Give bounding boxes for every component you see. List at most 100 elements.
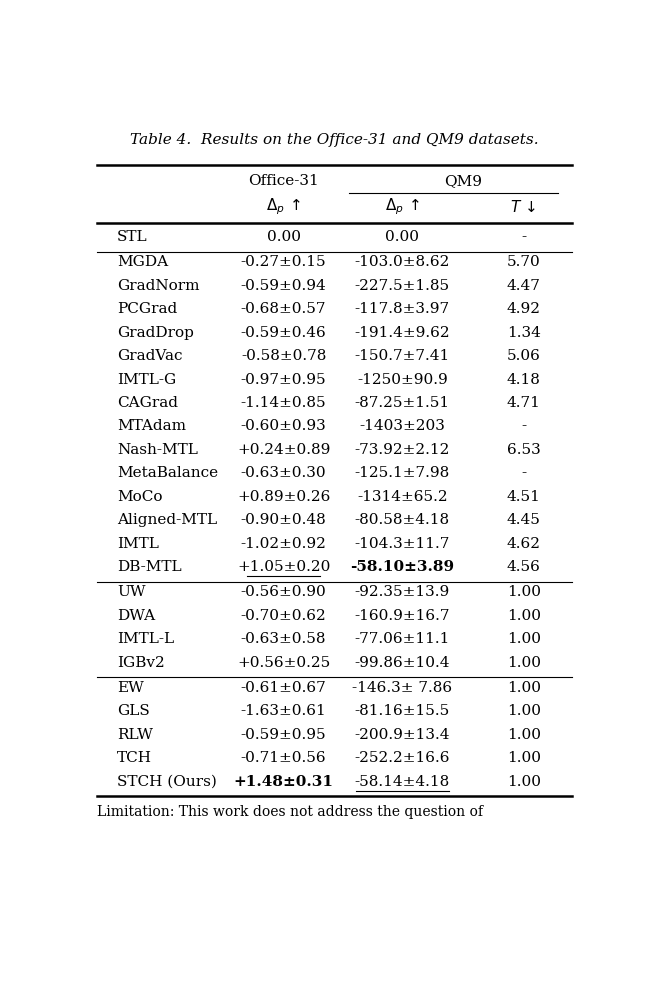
Text: -81.16±15.5: -81.16±15.5 — [355, 704, 450, 719]
Text: -1250±90.9: -1250±90.9 — [357, 372, 448, 387]
Text: IMTL-G: IMTL-G — [117, 372, 176, 387]
Text: 1.00: 1.00 — [507, 775, 541, 789]
Text: $\Delta_p\,\uparrow$: $\Delta_p\,\uparrow$ — [266, 196, 301, 217]
Text: UW: UW — [117, 585, 145, 599]
Text: -0.58±0.78: -0.58±0.78 — [241, 349, 326, 363]
Text: 0.00: 0.00 — [385, 230, 419, 244]
Text: GLS: GLS — [117, 704, 149, 719]
Text: -77.06±11.1: -77.06±11.1 — [355, 632, 450, 646]
Text: -0.61±0.67: -0.61±0.67 — [241, 681, 327, 695]
Text: -103.0±8.62: -103.0±8.62 — [355, 255, 450, 269]
Text: +0.89±0.26: +0.89±0.26 — [237, 490, 331, 504]
Text: 4.18: 4.18 — [507, 372, 541, 387]
Text: -191.4±9.62: -191.4±9.62 — [355, 326, 450, 340]
Text: -1403±203: -1403±203 — [359, 419, 445, 433]
Text: 4.56: 4.56 — [507, 560, 541, 574]
Text: Nash-MTL: Nash-MTL — [117, 443, 198, 457]
Text: -80.58±4.18: -80.58±4.18 — [355, 514, 450, 527]
Text: STL: STL — [117, 230, 147, 244]
Text: -58.10±3.89: -58.10±3.89 — [350, 560, 454, 574]
Text: Table 4.  Results on the Office-31 and QM9 datasets.: Table 4. Results on the Office-31 and QM… — [130, 133, 539, 147]
Text: -: - — [521, 466, 526, 480]
Text: -104.3±11.7: -104.3±11.7 — [355, 536, 450, 551]
Text: 4.92: 4.92 — [507, 302, 541, 316]
Text: MoCo: MoCo — [117, 490, 162, 504]
Text: -0.63±0.58: -0.63±0.58 — [241, 632, 327, 646]
Text: -0.60±0.93: -0.60±0.93 — [241, 419, 327, 433]
Text: RLW: RLW — [117, 728, 153, 741]
Text: Office-31: Office-31 — [248, 175, 319, 189]
Text: 1.00: 1.00 — [507, 728, 541, 741]
Text: -1.02±0.92: -1.02±0.92 — [241, 536, 327, 551]
Text: DB-MTL: DB-MTL — [117, 560, 181, 574]
Text: -99.86±10.4: -99.86±10.4 — [355, 656, 450, 670]
Text: -: - — [521, 230, 526, 244]
Text: QM9: QM9 — [444, 175, 482, 189]
Text: $\Delta_p\,\uparrow$: $\Delta_p\,\uparrow$ — [385, 196, 420, 217]
Text: -0.97±0.95: -0.97±0.95 — [241, 372, 327, 387]
Text: MTAdam: MTAdam — [117, 419, 186, 433]
Text: +0.56±0.25: +0.56±0.25 — [237, 656, 331, 670]
Text: 0.00: 0.00 — [267, 230, 301, 244]
Text: TCH: TCH — [117, 751, 152, 765]
Text: GradDrop: GradDrop — [117, 326, 194, 340]
Text: STCH (Ours): STCH (Ours) — [117, 775, 216, 789]
Text: -0.59±0.95: -0.59±0.95 — [241, 728, 327, 741]
Text: Aligned-MTL: Aligned-MTL — [117, 514, 217, 527]
Text: +1.48±0.31: +1.48±0.31 — [233, 775, 334, 789]
Text: -0.27±0.15: -0.27±0.15 — [241, 255, 327, 269]
Text: -252.2±16.6: -252.2±16.6 — [355, 751, 450, 765]
Text: -1.14±0.85: -1.14±0.85 — [241, 396, 327, 409]
Text: -0.59±0.94: -0.59±0.94 — [241, 279, 327, 293]
Text: 4.51: 4.51 — [507, 490, 541, 504]
Text: PCGrad: PCGrad — [117, 302, 177, 316]
Text: -92.35±13.9: -92.35±13.9 — [355, 585, 450, 599]
Text: 1.00: 1.00 — [507, 632, 541, 646]
Text: -160.9±16.7: -160.9±16.7 — [355, 609, 450, 623]
Text: 1.00: 1.00 — [507, 704, 541, 719]
Text: -87.25±1.51: -87.25±1.51 — [355, 396, 450, 409]
Text: -0.71±0.56: -0.71±0.56 — [241, 751, 327, 765]
Text: -0.90±0.48: -0.90±0.48 — [241, 514, 327, 527]
Text: MetaBalance: MetaBalance — [117, 466, 218, 480]
Text: 1.00: 1.00 — [507, 609, 541, 623]
Text: -0.59±0.46: -0.59±0.46 — [241, 326, 327, 340]
Text: GradNorm: GradNorm — [117, 279, 200, 293]
Text: -58.14±4.18: -58.14±4.18 — [355, 775, 450, 789]
Text: 5.70: 5.70 — [507, 255, 541, 269]
Text: -0.70±0.62: -0.70±0.62 — [241, 609, 327, 623]
Text: CAGrad: CAGrad — [117, 396, 178, 409]
Text: MGDA: MGDA — [117, 255, 168, 269]
Text: 1.00: 1.00 — [507, 585, 541, 599]
Text: +0.24±0.89: +0.24±0.89 — [237, 443, 331, 457]
Text: Limitation: This work does not address the question of: Limitation: This work does not address t… — [96, 805, 482, 819]
Text: -0.56±0.90: -0.56±0.90 — [241, 585, 327, 599]
Text: 4.47: 4.47 — [507, 279, 541, 293]
Text: IGBv2: IGBv2 — [117, 656, 164, 670]
Text: -117.8±3.97: -117.8±3.97 — [355, 302, 450, 316]
Text: 4.71: 4.71 — [507, 396, 541, 409]
Text: 4.45: 4.45 — [507, 514, 541, 527]
Text: 5.06: 5.06 — [507, 349, 541, 363]
Text: -200.9±13.4: -200.9±13.4 — [355, 728, 450, 741]
Text: 4.62: 4.62 — [507, 536, 541, 551]
Text: 1.00: 1.00 — [507, 656, 541, 670]
Text: -125.1±7.98: -125.1±7.98 — [355, 466, 450, 480]
Text: IMTL-L: IMTL-L — [117, 632, 174, 646]
Text: -1314±65.2: -1314±65.2 — [357, 490, 448, 504]
Text: -73.92±2.12: -73.92±2.12 — [355, 443, 450, 457]
Text: IMTL: IMTL — [117, 536, 158, 551]
Text: -0.68±0.57: -0.68±0.57 — [241, 302, 327, 316]
Text: $T\,\downarrow$: $T\,\downarrow$ — [511, 199, 537, 215]
Text: -150.7±7.41: -150.7±7.41 — [355, 349, 450, 363]
Text: 1.00: 1.00 — [507, 751, 541, 765]
Text: DWA: DWA — [117, 609, 155, 623]
Text: -1.63±0.61: -1.63±0.61 — [241, 704, 327, 719]
Text: -227.5±1.85: -227.5±1.85 — [355, 279, 450, 293]
Text: +1.05±0.20: +1.05±0.20 — [237, 560, 331, 574]
Text: -146.3± 7.86: -146.3± 7.86 — [352, 681, 452, 695]
Text: EW: EW — [117, 681, 143, 695]
Text: 1.00: 1.00 — [507, 681, 541, 695]
Text: -: - — [521, 419, 526, 433]
Text: 6.53: 6.53 — [507, 443, 541, 457]
